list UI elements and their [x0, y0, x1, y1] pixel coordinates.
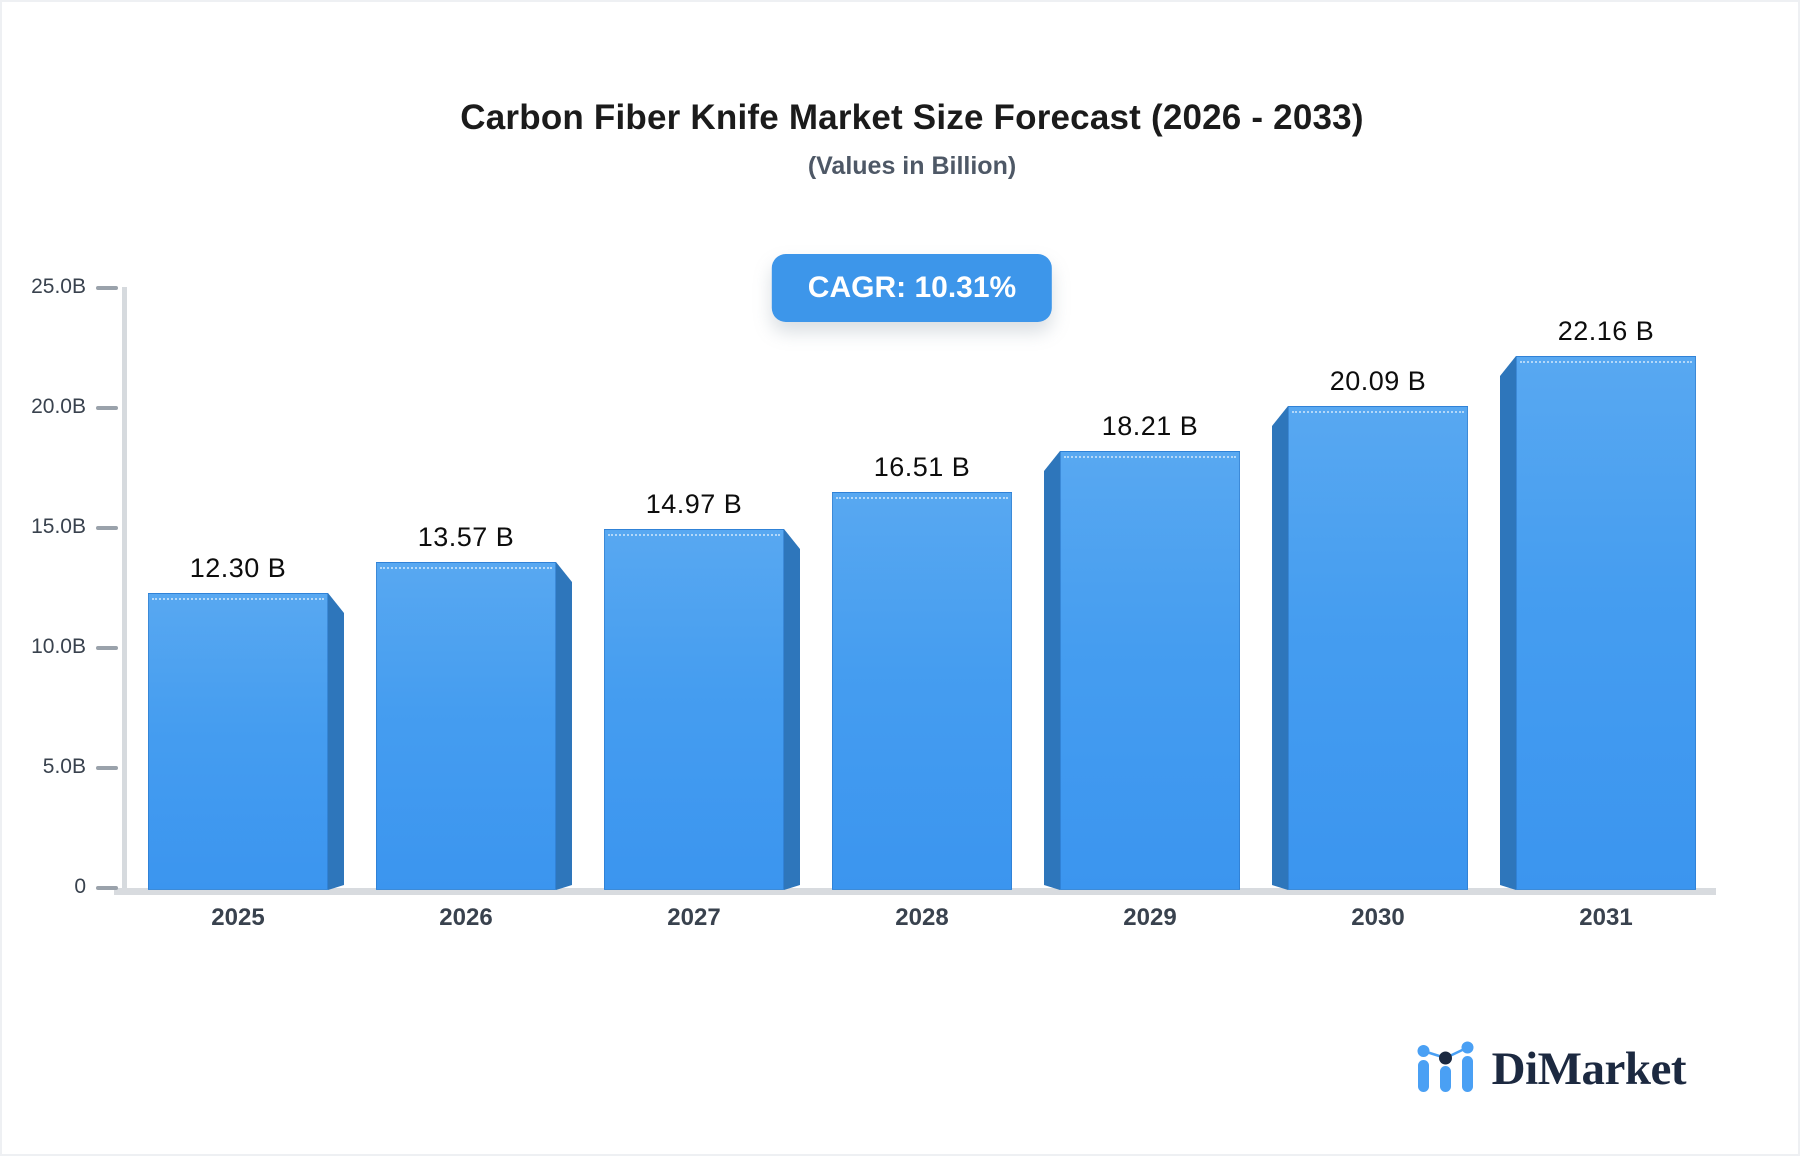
x-axis-label-2030: 2030: [1351, 904, 1405, 931]
y-axis-tick-label: 25.0B: [31, 275, 86, 298]
bar-2026: [376, 562, 556, 890]
bar-3d-side: [1500, 356, 1516, 890]
bar-value-label: 14.97 B: [645, 489, 743, 519]
bar-3d-side: [328, 593, 344, 890]
bar-top-dotted-line: [1292, 411, 1464, 413]
x-axis-baseline: [114, 888, 1716, 895]
bar-3d-side: [1272, 406, 1288, 890]
x-axis-label-2031: 2031: [1579, 904, 1633, 931]
bar-3d-side: [556, 562, 572, 890]
bar-value-label: 12.30 B: [189, 553, 287, 583]
cagr-badge: CAGR: 10.31%: [771, 254, 1053, 322]
bar-2025: [148, 593, 328, 890]
y-axis-tick: [96, 766, 118, 770]
x-axis-label-2027: 2027: [667, 904, 721, 931]
x-axis-label-2026: 2026: [439, 904, 493, 931]
bar-2027: [604, 529, 784, 890]
chart-subtitle: (Values in Billion): [807, 152, 1017, 180]
x-axis-label-2028: 2028: [895, 904, 949, 931]
brand-logo: DiMarket: [1414, 1040, 1687, 1098]
bar-3d-side: [1044, 451, 1060, 890]
bar-3d-side: [784, 529, 800, 890]
y-axis-tick-label: 15.0B: [31, 515, 86, 538]
y-axis-tick-label: 5.0B: [42, 755, 86, 778]
y-axis-tick-label: 0: [74, 875, 86, 898]
bar-chart-icon: [1417, 1041, 1474, 1092]
chart-title: Carbon Fiber Knife Market Size Forecast …: [460, 98, 1364, 137]
bar-value-label: 18.21 B: [1101, 411, 1199, 441]
bar-2031: [1516, 356, 1696, 890]
bar-top-dotted-line: [152, 598, 324, 600]
bar-top-dotted-line: [1064, 456, 1236, 458]
bar-2028: [832, 492, 1012, 890]
y-axis-tick-label: 10.0B: [31, 635, 86, 658]
bar-top-dotted-line: [380, 567, 552, 569]
bar-top-dotted-line: [1520, 361, 1692, 363]
bar-2029: [1060, 451, 1240, 890]
bar-value-label: 16.51 B: [873, 452, 971, 482]
y-axis-tick: [96, 286, 118, 290]
bar-value-label: 13.57 B: [417, 522, 515, 552]
y-axis-tick: [96, 646, 118, 650]
bar-value-label: 22.16 B: [1557, 316, 1655, 346]
bar-value-label: 20.09 B: [1329, 366, 1427, 396]
x-axis-label-2029: 2029: [1123, 904, 1177, 931]
bar-top-dotted-line: [836, 497, 1008, 499]
y-axis-tick: [96, 886, 118, 890]
x-axis-label-2025: 2025: [211, 904, 265, 931]
bar-top-dotted-line: [608, 534, 780, 536]
y-axis-line: [122, 287, 127, 895]
brand-logo-text: DiMarket: [1491, 1043, 1687, 1095]
y-axis-tick: [96, 406, 118, 410]
y-axis-tick-label: 20.0B: [31, 395, 86, 418]
bar-2030: [1288, 406, 1468, 890]
y-axis-tick: [96, 526, 118, 530]
